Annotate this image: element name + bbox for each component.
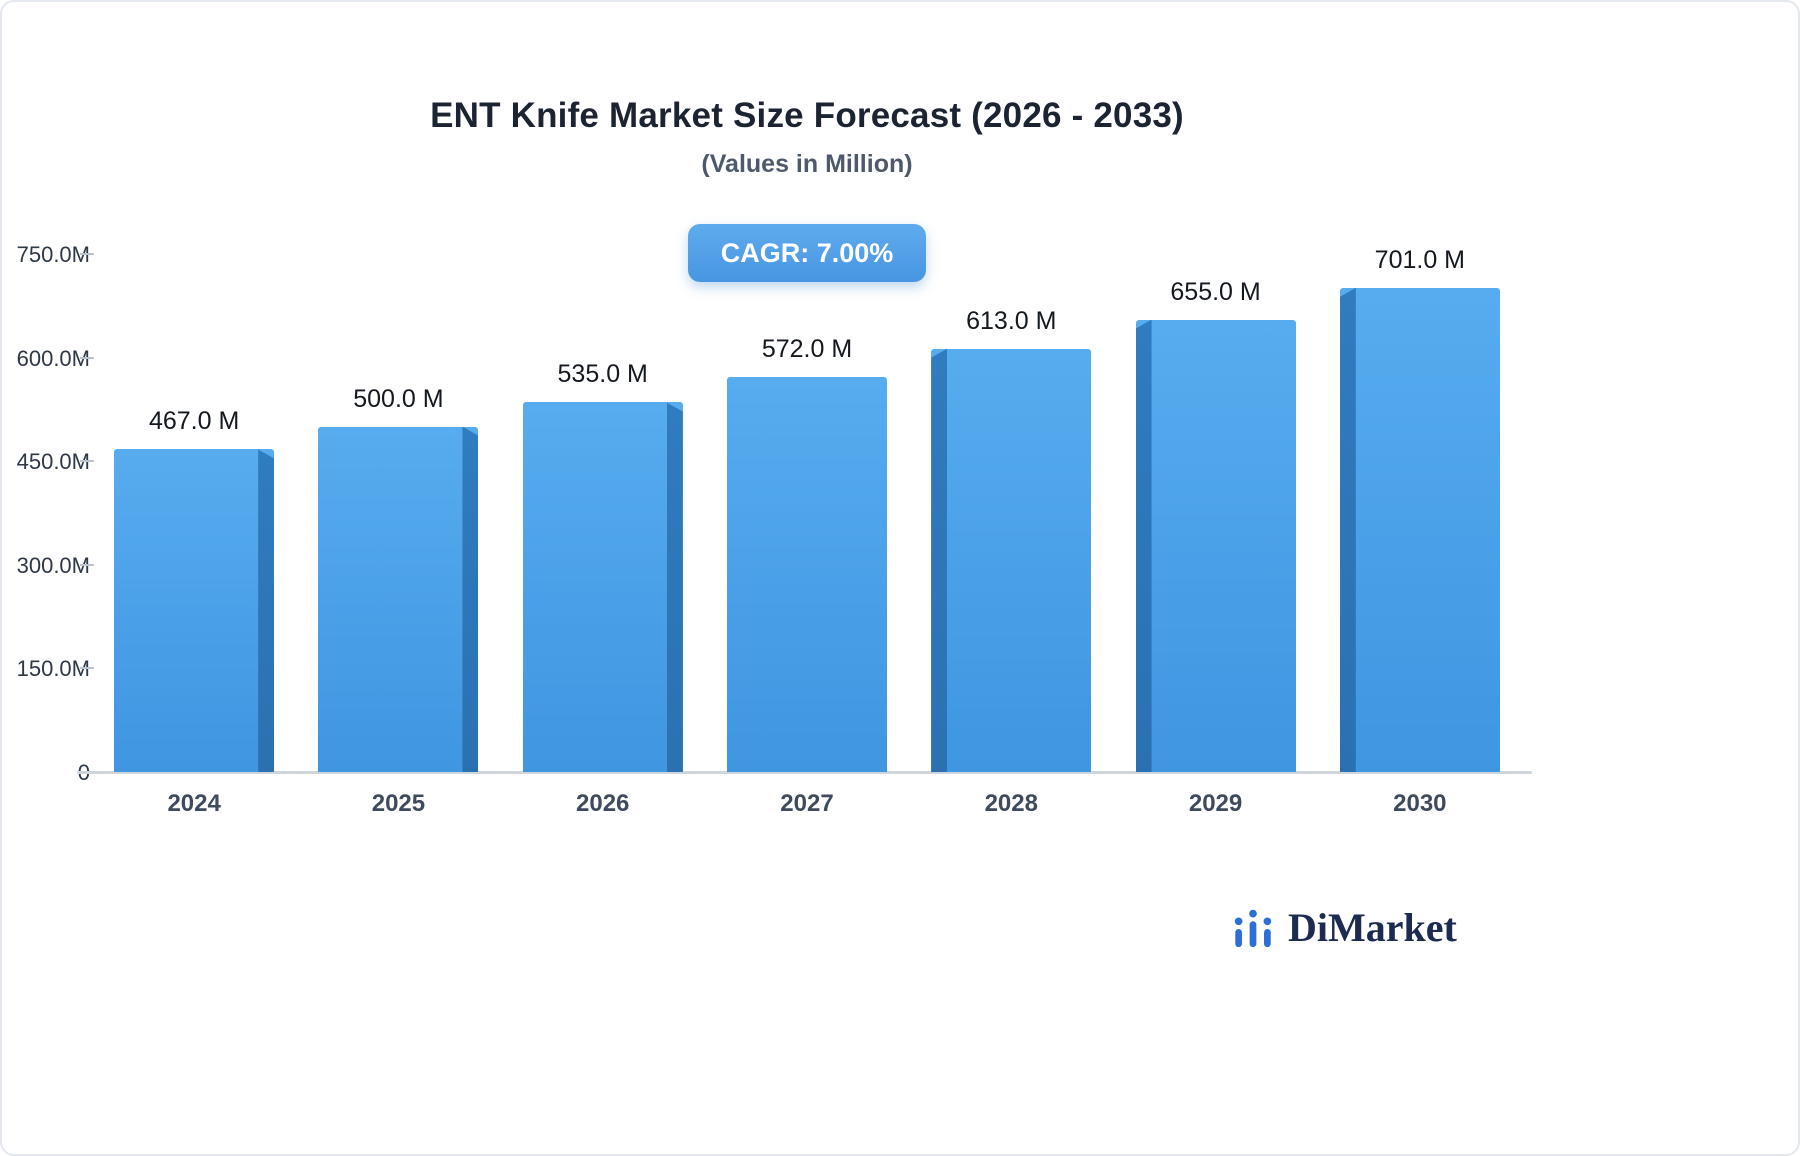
bar-2030 [1339, 287, 1500, 772]
cagr-badge: CAGR: 7.00% [688, 224, 926, 282]
bar-2027 [727, 376, 887, 772]
chart-subtitle: (Values in Million) [701, 150, 913, 178]
bar-3d-side [1135, 319, 1152, 772]
y-tick-label: 150.0M [16, 656, 90, 682]
bar-value-label: 535.0 M [557, 360, 648, 389]
bar-2025 [318, 426, 479, 772]
x-axis-label: 2028 [984, 790, 1038, 817]
y-tick-mark [80, 356, 94, 359]
bar-2024 [114, 449, 275, 772]
y-tick-mark [80, 460, 94, 463]
chart-title: ENT Knife Market Size Forecast (2026 - 2… [430, 96, 1184, 135]
bar-3d-side [666, 402, 683, 772]
y-tick-label: 600.0M [16, 345, 90, 371]
x-axis-label: 2025 [371, 790, 426, 817]
x-axis-label: 2029 [1188, 790, 1243, 817]
bar-value-label: 467.0 M [148, 407, 240, 436]
bar-value-label: 655.0 M [1170, 277, 1261, 306]
bar-2029 [1135, 319, 1296, 772]
y-tick-label: 300.0M [16, 552, 90, 578]
bar-2028 [931, 348, 1092, 772]
bar-3d-side [1339, 287, 1356, 772]
bar-3d-side [931, 348, 948, 772]
x-axis-label: 2027 [780, 790, 834, 817]
brand-logo: DiMarket [1230, 905, 1457, 951]
y-tick-label: 750.0M [16, 242, 90, 267]
bar-3d-side [462, 426, 479, 772]
y-tick-mark [80, 667, 94, 670]
y-tick-label: 450.0M [16, 449, 90, 475]
bar-chart-icon [1230, 905, 1276, 951]
x-axis-baseline [77, 771, 1532, 774]
x-axis-label: 2024 [167, 790, 221, 817]
bar-value-label: 701.0 M [1374, 245, 1466, 274]
x-axis-label: 2026 [576, 790, 630, 817]
bar-2026 [522, 402, 683, 772]
bar-value-label: 572.0 M [761, 334, 853, 363]
bar-3d-side [258, 449, 275, 772]
brand-name: DiMarket [1288, 905, 1457, 950]
y-tick-mark [80, 253, 94, 255]
bar-value-label: 613.0 M [966, 306, 1057, 335]
y-tick-mark [80, 563, 94, 566]
cagr-badge-label: CAGR: 7.00% [720, 237, 894, 268]
bar-value-label: 500.0 M [353, 384, 444, 413]
x-axis-label: 2030 [1393, 790, 1447, 817]
